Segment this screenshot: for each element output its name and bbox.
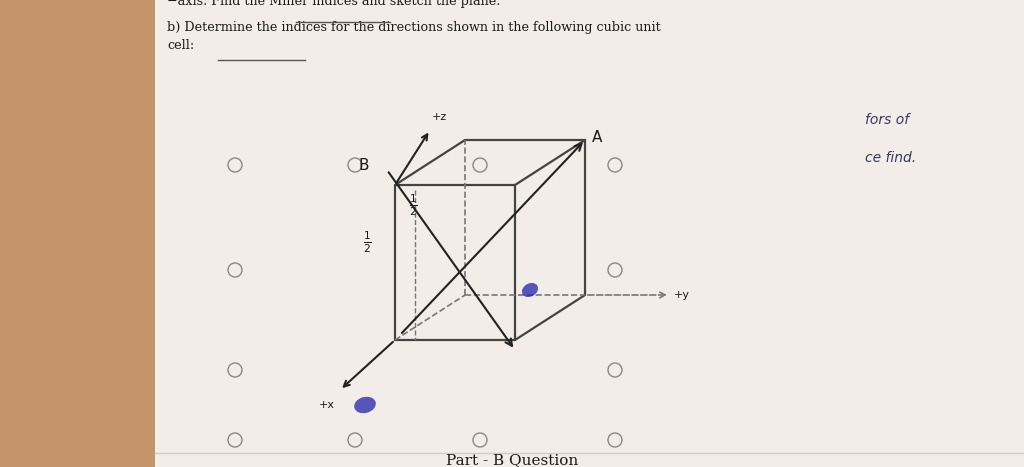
Circle shape: [473, 158, 487, 172]
Bar: [155, 0, 1024, 467]
Text: $\frac{1}{2}$: $\frac{1}{2}$: [362, 229, 372, 255]
Circle shape: [228, 158, 242, 172]
Text: +z: +z: [432, 112, 447, 122]
Text: +y: +y: [674, 290, 690, 300]
Circle shape: [608, 158, 622, 172]
Text: B: B: [359, 157, 370, 172]
Circle shape: [228, 433, 242, 447]
Text: $\frac{1}{2}$: $\frac{1}{2}$: [409, 192, 418, 218]
Text: Part - B Question: Part - B Question: [445, 453, 579, 467]
Text: +x: +x: [319, 400, 335, 410]
Circle shape: [608, 363, 622, 377]
Circle shape: [348, 158, 362, 172]
Circle shape: [228, 363, 242, 377]
Text: b) Determine the indices for the directions shown in the following cubic unit
ce: b) Determine the indices for the directi…: [167, 21, 660, 52]
Text: ce find.: ce find.: [865, 151, 916, 165]
Circle shape: [348, 433, 362, 447]
Ellipse shape: [522, 283, 538, 297]
Ellipse shape: [354, 397, 376, 413]
Text: A: A: [592, 129, 602, 144]
Circle shape: [473, 433, 487, 447]
Circle shape: [608, 433, 622, 447]
Text: fors of: fors of: [865, 113, 909, 127]
Text: a) A crystal plane has intercepts 2a and 3b on X and Y axes, parallel to Z
−axis: a) A crystal plane has intercepts 2a and…: [167, 0, 638, 8]
Circle shape: [228, 263, 242, 277]
Circle shape: [608, 263, 622, 277]
